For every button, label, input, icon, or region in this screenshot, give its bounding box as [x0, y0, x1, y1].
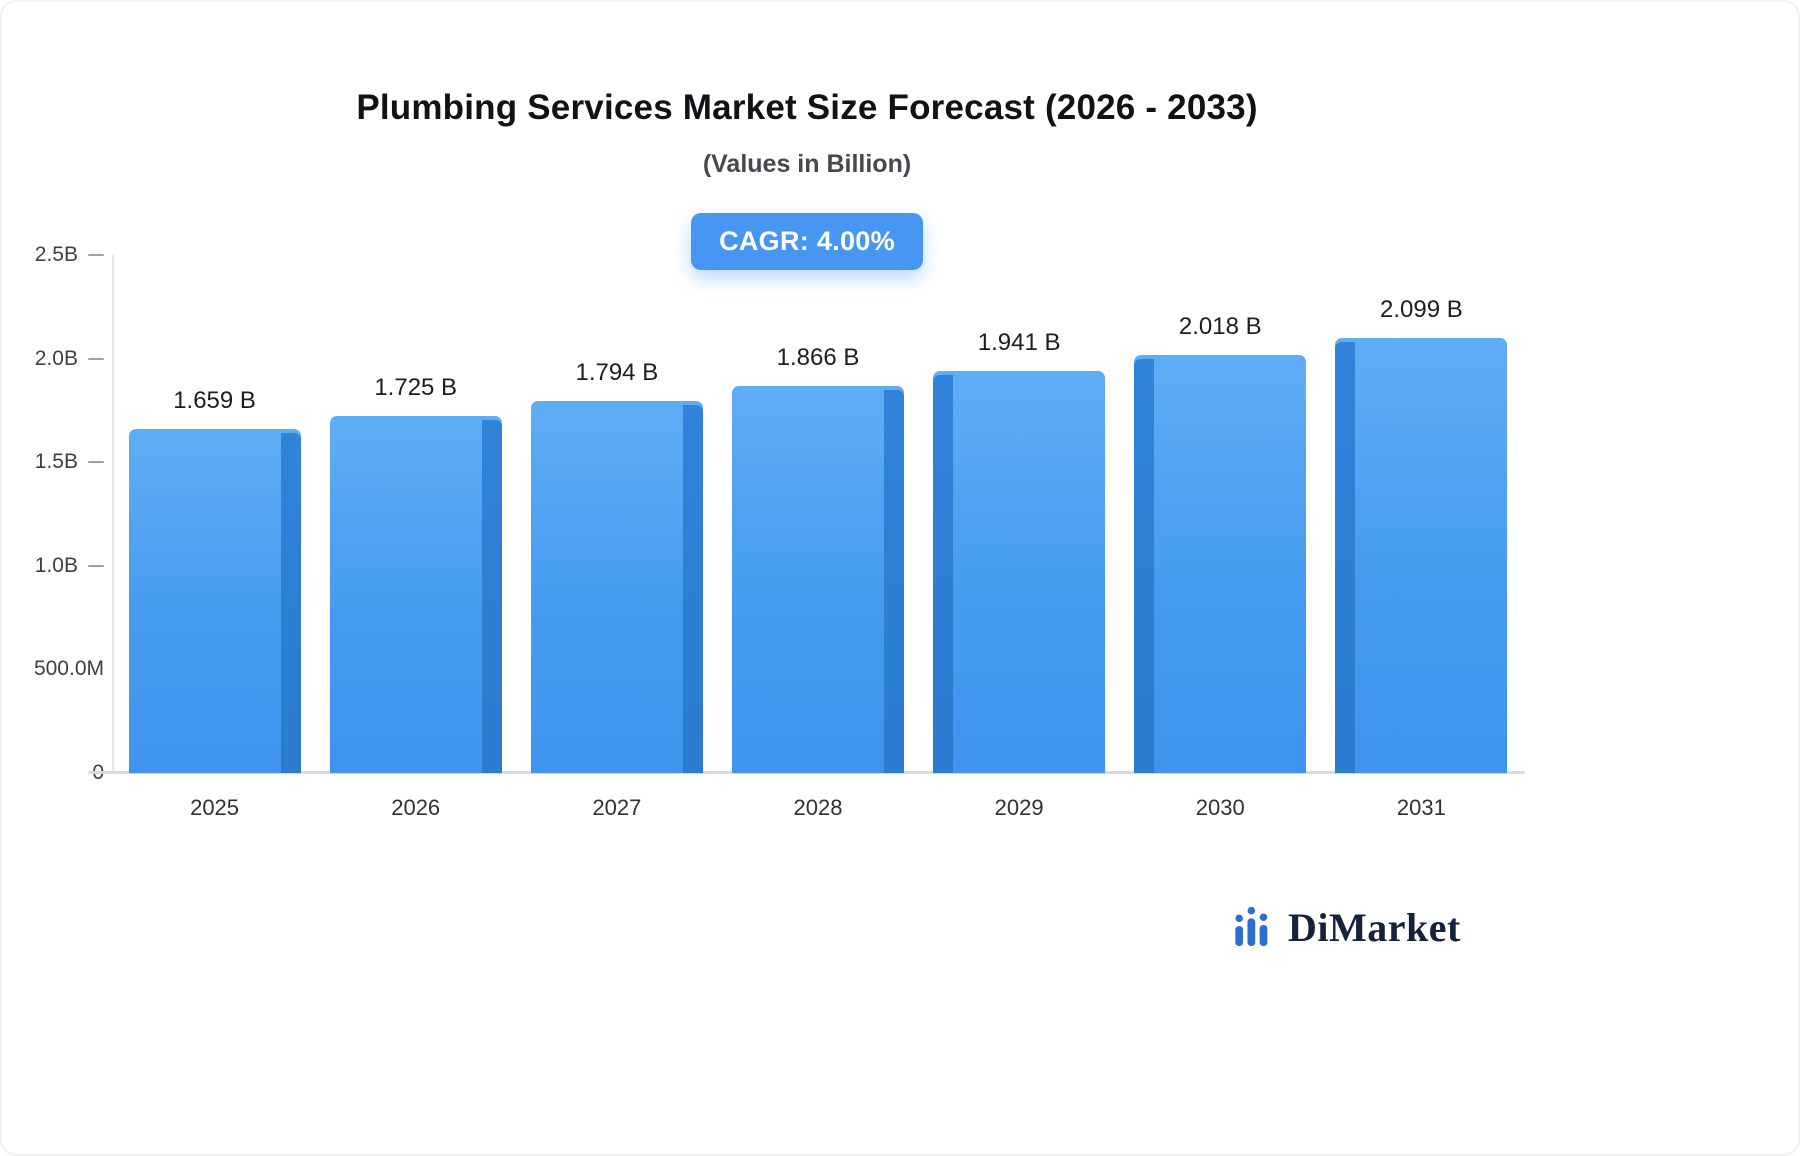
chart-title: Plumbing Services Market Size Forecast (… — [356, 88, 1258, 127]
bar-value-label: 1.725 B — [374, 373, 458, 401]
bar-2026[interactable] — [329, 415, 502, 774]
y-tick: 2.0B — [2, 347, 112, 371]
bar-group: 1.659 B 2025 — [114, 255, 315, 820]
y-tick-mark — [88, 461, 104, 464]
bar-group: 1.941 B 2029 — [919, 255, 1120, 820]
dimarket-logo: DiMarket — [1230, 904, 1461, 951]
bar-2025[interactable] — [128, 429, 301, 773]
bar-group: 2.018 B 2030 — [1120, 255, 1321, 820]
bar-group: 2.099 B 2031 — [1321, 255, 1522, 820]
bar-2027[interactable] — [530, 401, 703, 773]
x-axis-label: 2027 — [592, 795, 642, 820]
chart-subtitle: (Values in Billion) — [702, 150, 912, 178]
y-tick-mark — [88, 564, 104, 567]
bar-group: 1.794 B 2027 — [516, 255, 717, 820]
bars-area: 1.659 B 2025 1.725 B 2026 1.794 B 2027 1.866 B… — [114, 255, 1522, 820]
y-tick-label: 2.0B — [34, 346, 78, 370]
dimarket-logo-text: DiMarket — [1288, 905, 1461, 950]
chart-header: Plumbing Services Market Size Forecast (… — [2, 88, 1612, 270]
dimarket-logo-icon — [1230, 904, 1276, 951]
bar-value-label: 1.866 B — [776, 344, 860, 372]
cagr-badge: CAGR: 4.00% — [691, 213, 923, 270]
bar-2029[interactable] — [933, 370, 1106, 774]
y-tick-label: 1.0B — [34, 553, 78, 577]
bar-2031[interactable] — [1335, 338, 1508, 773]
x-axis-label: 2028 — [793, 795, 843, 820]
bar-value-label: 1.941 B — [977, 328, 1061, 356]
bar-group: 1.866 B 2028 — [717, 255, 918, 820]
bar-value-label: 1.659 B — [173, 387, 256, 415]
y-axis-line — [112, 255, 114, 773]
y-tick: 1.0B — [2, 554, 112, 578]
bar-value-label: 2.099 B — [1380, 296, 1463, 324]
bar-2030[interactable] — [1134, 354, 1307, 774]
x-axis-label: 2025 — [190, 795, 240, 820]
y-tick-mark — [88, 254, 104, 256]
y-tick-mark — [88, 357, 104, 360]
x-axis-label: 2030 — [1195, 795, 1245, 820]
y-tick: 500.0M — [2, 657, 112, 681]
y-tick: 1.5B — [2, 450, 112, 474]
y-tick-label: 2.5B — [34, 243, 78, 266]
x-axis-label: 2031 — [1396, 795, 1446, 820]
bar-2028[interactable] — [731, 386, 904, 773]
bar-value-label: 1.794 B — [575, 359, 659, 387]
y-tick: 2.5B — [2, 243, 112, 267]
y-tick-label: 500.0M — [33, 657, 104, 681]
bar-group: 1.725 B 2026 — [315, 255, 516, 820]
bar-value-label: 2.018 B — [1178, 312, 1262, 340]
x-axis-label: 2026 — [391, 795, 441, 820]
y-tick-label: 1.5B — [34, 450, 78, 474]
x-axis-label: 2029 — [994, 795, 1044, 820]
y-axis: 0500.0M1.0B1.5B2.0B2.5B — [2, 243, 112, 784]
